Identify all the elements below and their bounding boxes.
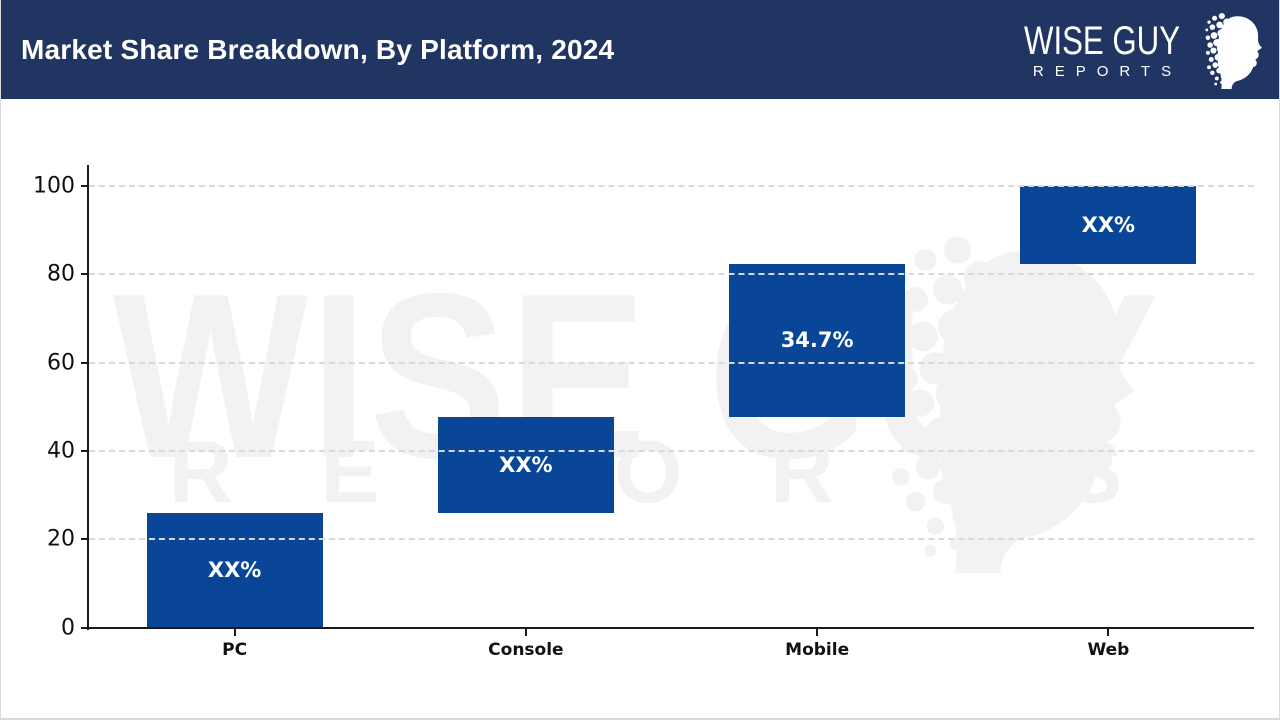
gridline-60 — [89, 361, 1254, 364]
bar-value-label-mobile: 34.7% — [780, 328, 854, 353]
bar-value-label-web: XX% — [1081, 212, 1136, 237]
bar-value-label-console: XX% — [499, 452, 553, 477]
y-tick-0 — [81, 626, 89, 629]
y-tick-80 — [81, 273, 89, 276]
y-tick-label-40: 40 — [47, 438, 75, 464]
wise-guy-logo: WISE GUY REPORTS — [1002, 11, 1272, 89]
y-tick-60 — [81, 361, 89, 364]
logo-subtitle: REPORTS — [1032, 62, 1183, 80]
logo-wordmark: WISE GUY — [1023, 18, 1180, 63]
x-axis — [87, 626, 1254, 629]
x-axis-label-mobile: Mobile — [785, 640, 850, 660]
y-tick-20 — [81, 538, 89, 541]
x-tick-mobile — [816, 628, 819, 636]
x-tick-pc — [233, 628, 236, 636]
gridline-80 — [89, 273, 1254, 276]
y-tick-label-0: 0 — [61, 615, 75, 640]
bar-pc: XX% — [146, 512, 323, 628]
y-tick-label-20: 20 — [47, 526, 75, 552]
y-tick-label-100: 100 — [33, 173, 75, 199]
y-tick-label-80: 80 — [47, 261, 75, 287]
header-bar: Market Share Breakdown, By Platform, 202… — [1, 0, 1279, 99]
y-tick-100 — [81, 185, 89, 187]
bar-web: XX% — [1020, 186, 1197, 264]
bar-console: XX% — [437, 416, 614, 513]
y-axis — [87, 165, 89, 630]
y-tick-40 — [81, 449, 89, 452]
bar-mobile: 34.7% — [729, 263, 906, 417]
bar-value-label-pc: XX% — [207, 558, 262, 583]
x-tick-console — [524, 628, 527, 636]
x-tick-web — [1107, 628, 1110, 636]
logo-text: WISE GUY REPORTS — [1002, 21, 1202, 79]
gridline-40 — [89, 449, 1254, 452]
x-axis-label-web: Web — [1087, 640, 1130, 660]
page-title: Market Share Breakdown, By Platform, 202… — [21, 33, 615, 65]
gridline-100 — [89, 185, 1254, 187]
x-axis-label-console: Console — [488, 640, 564, 660]
gridline-20 — [89, 538, 1254, 541]
y-tick-label-60: 60 — [47, 350, 75, 376]
x-axis-label-pc: PC — [222, 640, 248, 660]
